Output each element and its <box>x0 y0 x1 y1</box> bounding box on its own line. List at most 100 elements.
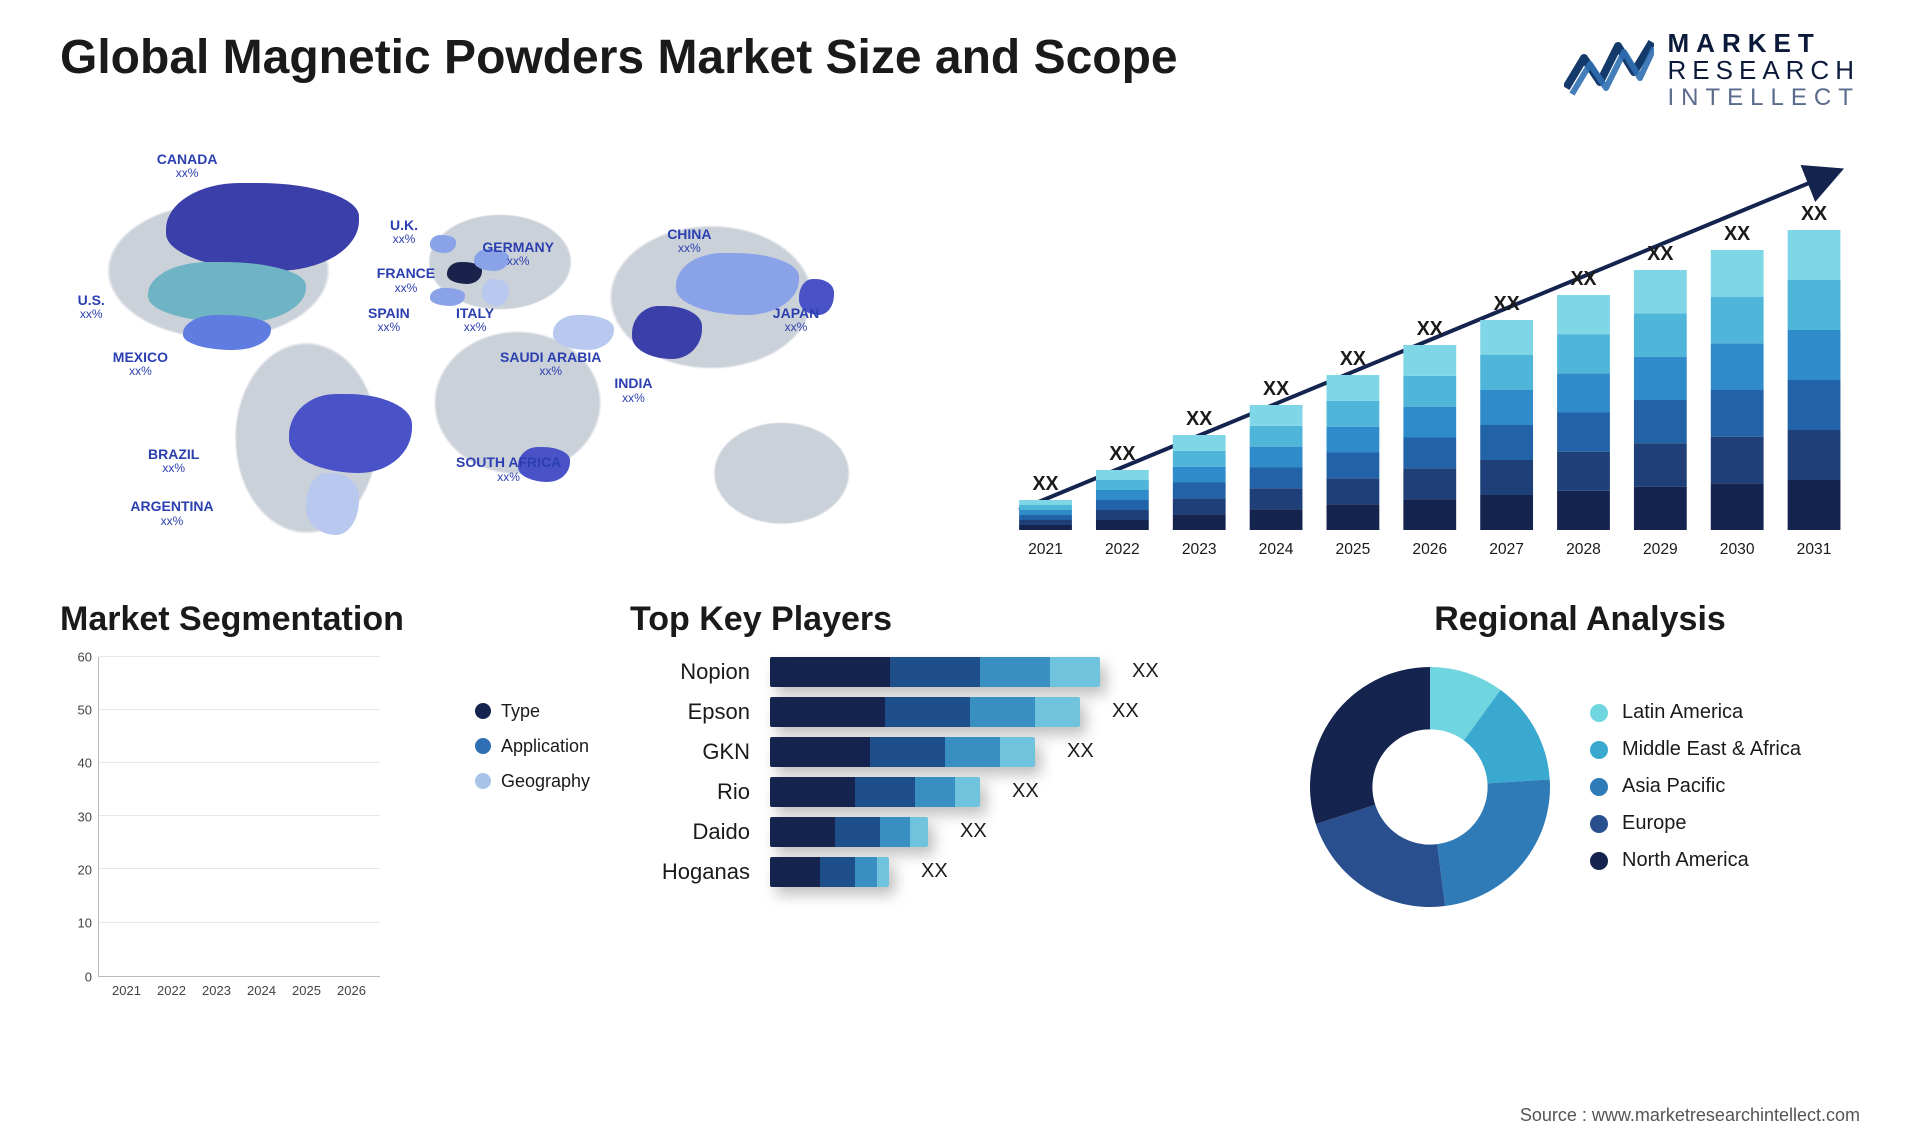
map-label: SAUDI ARABIAxx% <box>500 350 601 379</box>
regional-legend-item: Latin America <box>1590 701 1801 724</box>
player-bar-seg <box>980 657 1050 687</box>
player-bar-seg <box>855 857 877 887</box>
map-country-argentina <box>306 473 359 535</box>
player-bar <box>770 697 1080 727</box>
seg-legend-item: Geography <box>475 771 590 792</box>
seg-legend-item: Application <box>475 736 590 757</box>
growth-bar-seg <box>1019 505 1072 510</box>
map-label: U.K.xx% <box>390 218 418 247</box>
growth-bar-seg <box>1634 270 1687 313</box>
growth-bar-seg <box>1403 499 1456 530</box>
map-label: GERMANYxx% <box>482 240 554 269</box>
growth-bar-seg <box>1480 390 1533 425</box>
player-bar <box>770 657 1100 687</box>
growth-bar-value: XX <box>1570 268 1597 290</box>
player-bar-seg <box>1035 697 1080 727</box>
growth-bar-seg <box>1557 334 1610 373</box>
growth-bar-value: XX <box>1109 443 1136 465</box>
player-row: NopionXX <box>630 657 1250 687</box>
player-bar-seg <box>880 817 910 847</box>
player-bar-seg <box>910 817 928 847</box>
player-bar-seg <box>770 817 835 847</box>
world-map: CANADAxx%U.S.xx%MEXICOxx%BRAZILxx%ARGENT… <box>60 130 940 570</box>
player-bar <box>770 737 1035 767</box>
legend-swatch <box>1590 704 1608 722</box>
legend-swatch <box>1590 778 1608 796</box>
regional-legend: Latin AmericaMiddle East & AfricaAsia Pa… <box>1590 687 1801 886</box>
growth-bar-seg <box>1557 412 1610 451</box>
growth-bar-seg <box>1096 480 1149 490</box>
map-country-canada <box>166 183 360 271</box>
growth-bar-seg <box>1019 525 1072 530</box>
donut-slice <box>1310 667 1430 824</box>
map-label: INDIAxx% <box>614 376 652 405</box>
player-bar-seg <box>820 857 855 887</box>
segmentation-legend: TypeApplicationGeography <box>475 687 590 806</box>
growth-bar-seg <box>1250 488 1303 509</box>
growth-bar-seg <box>1327 504 1380 530</box>
seg-ytick: 20 <box>78 863 92 878</box>
seg-ytick: 50 <box>78 703 92 718</box>
map-label: CHINAxx% <box>667 227 711 256</box>
growth-bar-seg <box>1327 426 1380 452</box>
logo-text-3: INTELLECT <box>1668 85 1860 110</box>
map-country-spain <box>430 288 465 306</box>
growth-bar-year: 2022 <box>1105 541 1140 558</box>
player-value: XX <box>960 820 987 843</box>
player-bar-seg <box>890 657 980 687</box>
growth-bar-seg <box>1480 355 1533 390</box>
seg-ytick: 0 <box>85 969 92 984</box>
player-bar-seg <box>855 777 915 807</box>
growth-bar-chart: XX2021XX2022XX2023XX2024XX2025XX2026XX20… <box>980 130 1860 570</box>
regional-panel: Regional Analysis Latin AmericaMiddle Ea… <box>1300 600 1860 998</box>
growth-bar-year: 2029 <box>1643 541 1678 558</box>
player-name: Daido <box>630 819 750 845</box>
player-row: Epson XX <box>630 697 1250 727</box>
legend-label: Europe <box>1622 812 1687 835</box>
map-label: CANADAxx% <box>157 152 218 181</box>
player-bar <box>770 857 889 887</box>
growth-bar-seg <box>1250 446 1303 467</box>
growth-bar-seg <box>1788 230 1841 280</box>
seg-gridline <box>99 762 380 763</box>
growth-bar-seg <box>1096 470 1149 480</box>
player-bar-seg <box>870 737 945 767</box>
growth-bar-seg <box>1480 495 1533 530</box>
player-bar-seg <box>835 817 880 847</box>
map-label: ITALYxx% <box>456 306 494 335</box>
map-country-saudi-arabia <box>553 315 615 350</box>
player-name: Epson <box>630 699 750 725</box>
player-name: Hoganas <box>630 859 750 885</box>
regional-legend-item: North America <box>1590 849 1801 872</box>
map-label: JAPANxx% <box>773 306 819 335</box>
regional-title: Regional Analysis <box>1300 600 1860 639</box>
seg-xlabel: 2024 <box>247 983 276 998</box>
player-row: GKNXX <box>630 737 1250 767</box>
player-value: XX <box>1132 660 1159 683</box>
growth-bar-seg <box>1403 468 1456 499</box>
growth-bar-seg <box>1788 480 1841 530</box>
map-label: U.S.xx% <box>78 293 105 322</box>
legend-label: North America <box>1622 849 1749 872</box>
map-label: SOUTH AFRICAxx% <box>456 455 561 484</box>
seg-gridline <box>99 709 380 710</box>
player-bar <box>770 777 980 807</box>
player-bar-seg <box>770 857 820 887</box>
legend-swatch <box>475 773 491 789</box>
growth-bar-year: 2025 <box>1336 541 1371 558</box>
player-value: XX <box>1112 700 1139 723</box>
seg-xlabel: 2025 <box>292 983 321 998</box>
growth-bar-value: XX <box>1801 203 1828 225</box>
growth-bar-seg <box>1557 295 1610 334</box>
growth-bar-seg <box>1250 426 1303 447</box>
growth-bar-value: XX <box>1263 378 1290 400</box>
growth-bar-seg <box>1403 345 1456 376</box>
growth-bar-seg <box>1557 451 1610 490</box>
player-bar-seg <box>885 697 970 727</box>
seg-ytick: 30 <box>78 809 92 824</box>
player-bar-seg <box>955 777 980 807</box>
legend-swatch <box>475 703 491 719</box>
growth-bar-year: 2030 <box>1720 541 1755 558</box>
growth-bar-seg <box>1788 280 1841 330</box>
growth-bar-seg <box>1019 500 1072 505</box>
